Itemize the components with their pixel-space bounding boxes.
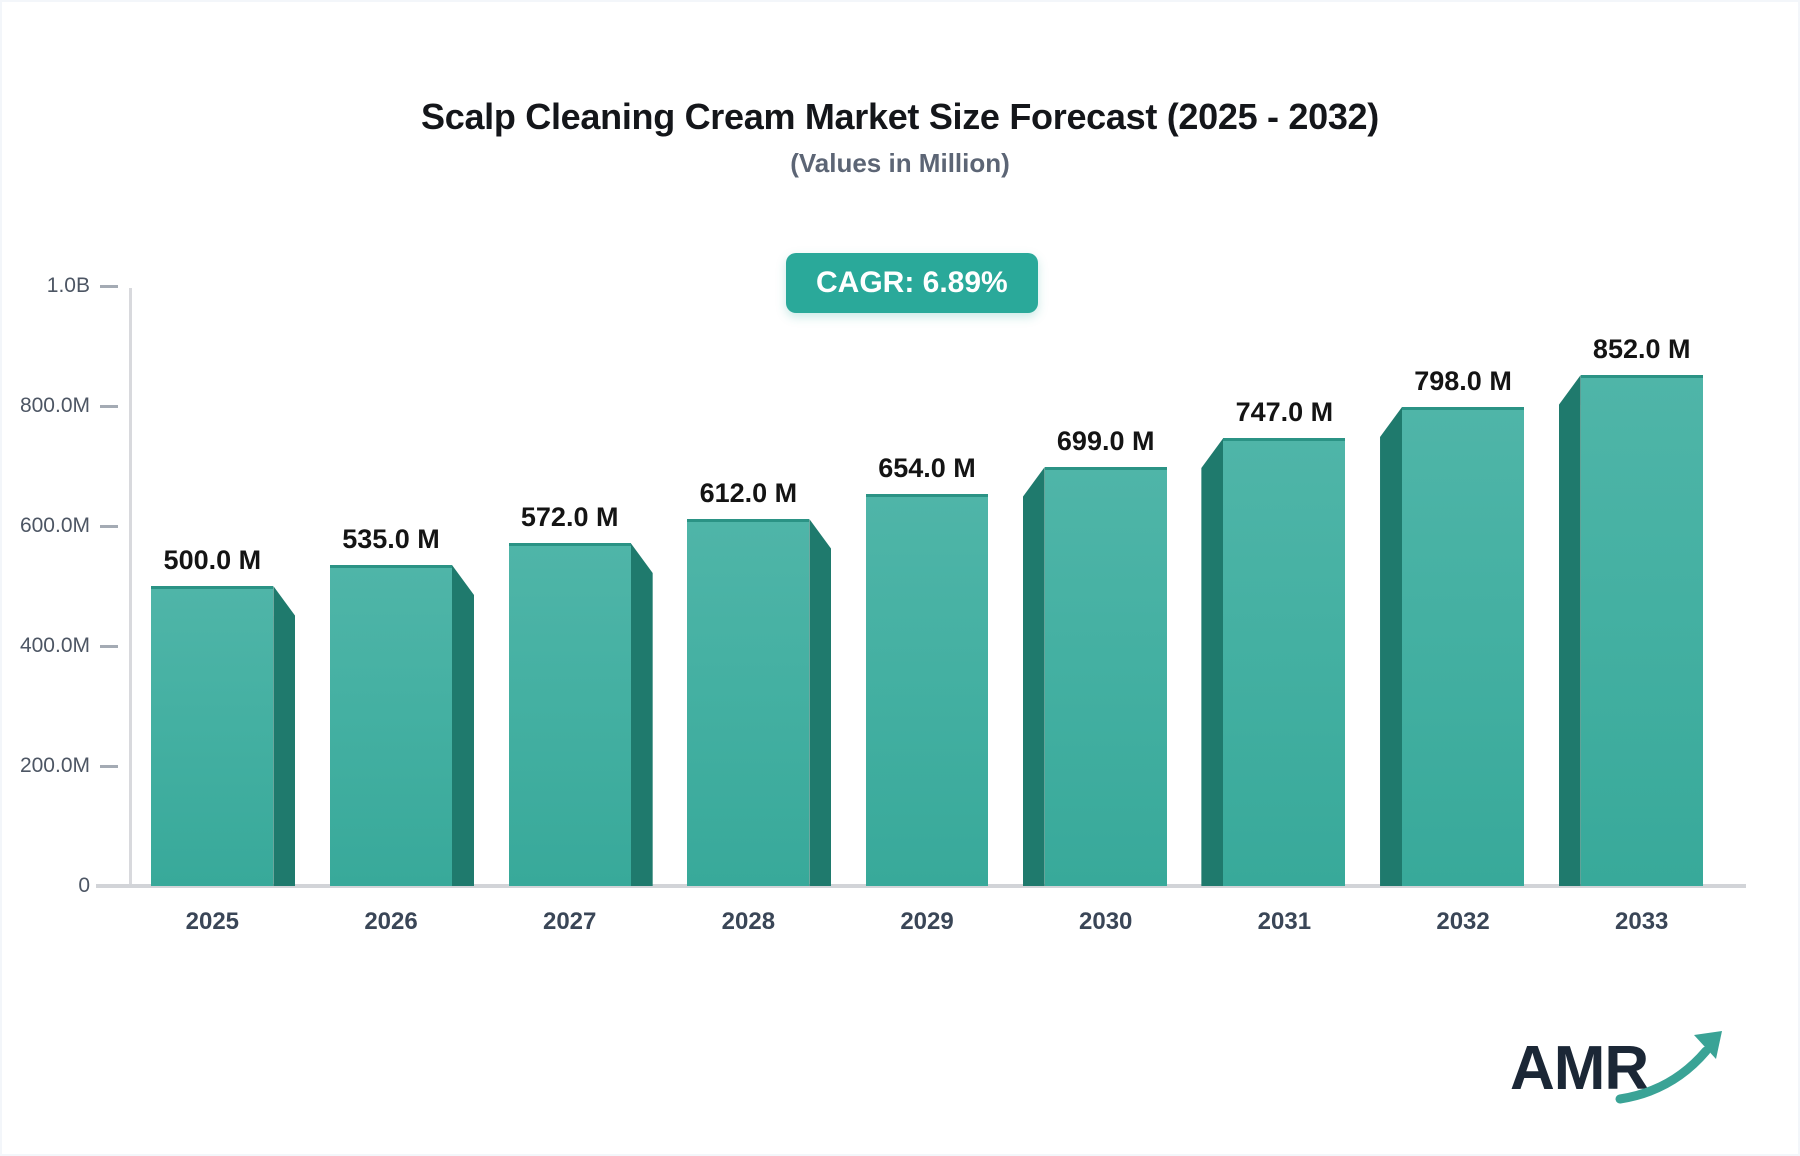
bar-front-face bbox=[1580, 375, 1703, 886]
bar bbox=[1380, 407, 1525, 886]
bar-value-label: 572.0 M bbox=[520, 502, 619, 532]
bar-value-label: 654.0 M bbox=[878, 453, 976, 483]
x-axis-line bbox=[96, 884, 1746, 888]
bar-front-face bbox=[1223, 438, 1346, 886]
bar-front-face bbox=[866, 494, 989, 886]
x-axis-label: 2026 bbox=[364, 908, 418, 935]
bar-front-face bbox=[1402, 407, 1525, 886]
x-axis-label: 2031 bbox=[1257, 908, 1312, 935]
bar-slot: 612.0 M 2028 bbox=[659, 286, 838, 935]
x-axis-label: 2030 bbox=[1079, 908, 1133, 935]
x-axis-label: 2029 bbox=[900, 908, 954, 935]
y-axis-tick-label: 800.0M bbox=[19, 394, 90, 417]
bar-value-label: 699.0 M bbox=[1056, 426, 1155, 456]
y-axis-line bbox=[129, 288, 132, 886]
y-axis-tick-label: 400.0M bbox=[19, 634, 90, 657]
x-axis-label: 2025 bbox=[185, 908, 240, 935]
y-axis-tick-label: 200.0M bbox=[19, 754, 90, 777]
bar-side-face bbox=[1201, 438, 1224, 886]
bar-value-label: 852.0 M bbox=[1592, 334, 1691, 364]
bar-slot: 572.0 M 2027 bbox=[480, 286, 659, 935]
bar bbox=[1022, 467, 1167, 886]
bar bbox=[508, 543, 653, 886]
y-axis-tick-mark bbox=[100, 765, 118, 768]
bar-side-face bbox=[1558, 375, 1581, 886]
bar-slot: 747.0 M 2031 bbox=[1195, 286, 1374, 935]
cagr-badge: CAGR: 6.89% bbox=[786, 253, 1038, 313]
bar-slot: 852.0 M 2033 bbox=[1552, 286, 1731, 935]
x-axis-label: 2028 bbox=[721, 908, 776, 935]
y-axis-tick-mark bbox=[100, 405, 118, 408]
x-axis-label: 2027 bbox=[542, 908, 597, 935]
y-axis-tick-label: 600.0M bbox=[19, 514, 90, 537]
y-axis-tick-mark bbox=[100, 645, 118, 648]
bar-front-face bbox=[151, 586, 274, 886]
y-axis-tick-mark bbox=[100, 285, 118, 288]
bar-value-label: 500.0 M bbox=[163, 545, 262, 575]
bar-side-face bbox=[809, 519, 832, 886]
bar bbox=[687, 519, 832, 886]
bar-side-face bbox=[452, 565, 474, 886]
bar-side-face bbox=[630, 543, 653, 886]
bar bbox=[1201, 438, 1346, 886]
bar-front-face bbox=[508, 543, 631, 886]
bar-side-face bbox=[1022, 467, 1045, 886]
bar-value-label: 798.0 M bbox=[1414, 366, 1512, 396]
bar bbox=[330, 565, 474, 886]
bar-front-face bbox=[330, 565, 452, 886]
bar-front-face bbox=[687, 519, 810, 886]
bar-slot: 798.0 M 2032 bbox=[1374, 286, 1553, 935]
bar bbox=[866, 494, 989, 886]
bar-slot: 654.0 M 2029 bbox=[838, 286, 1017, 935]
bar-value-label: 535.0 M bbox=[342, 524, 440, 554]
bar-slot: 500.0 M 2025 bbox=[123, 286, 302, 935]
bar-front-face bbox=[1044, 467, 1167, 886]
plot-area: 1.0B 800.0M 600.0M 400.0M 200.0M 0 500.0 M 202… bbox=[0, 274, 1800, 935]
growth-arrow-icon bbox=[1615, 1031, 1722, 1104]
bar-value-label: 612.0 M bbox=[699, 478, 798, 508]
bars-container: 500.0 M 2025 535.0 M 2026 572.0 M 2027 612.0 M… bbox=[123, 286, 1731, 935]
amr-logo: AMR bbox=[1508, 1025, 1748, 1114]
bar-slot: 535.0 M 2026 bbox=[302, 286, 481, 935]
bar-value-label: 747.0 M bbox=[1235, 397, 1334, 427]
y-axis-tick-label: 1.0B bbox=[46, 274, 90, 297]
bar bbox=[1558, 375, 1703, 886]
amr-logo-text: AMR bbox=[1510, 1034, 1648, 1103]
bar-side-face bbox=[273, 586, 296, 886]
x-axis-label: 2032 bbox=[1436, 908, 1490, 935]
y-axis-tick-mark bbox=[100, 525, 118, 528]
bar bbox=[151, 586, 296, 886]
bar-side-face bbox=[1380, 407, 1403, 886]
x-axis-label: 2033 bbox=[1615, 908, 1669, 935]
chart-title: Scalp Cleaning Cream Market Size Forecas… bbox=[421, 96, 1379, 137]
y-axis-tick-label: 0 bbox=[78, 874, 90, 897]
chart-subtitle: (Values in Million) bbox=[790, 148, 1010, 178]
bar-slot: 699.0 M 2030 bbox=[1016, 286, 1195, 935]
